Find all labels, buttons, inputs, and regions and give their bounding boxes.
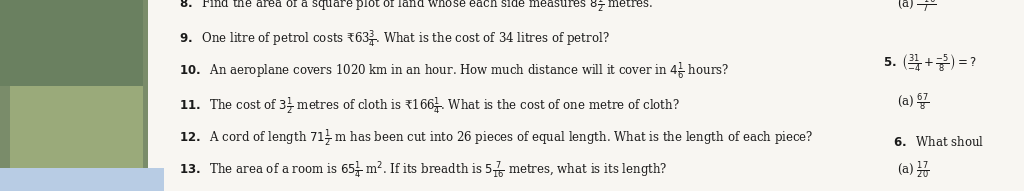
Text: (a) $\frac{17}{20}$: (a) $\frac{17}{20}$ <box>897 160 930 181</box>
FancyBboxPatch shape <box>0 0 143 86</box>
FancyBboxPatch shape <box>0 0 152 191</box>
FancyBboxPatch shape <box>148 0 1024 191</box>
Text: $\mathbf{5.}$ $\left(\frac{31}{-4}+\frac{-5}{8}\right)=?$: $\mathbf{5.}$ $\left(\frac{31}{-4}+\frac… <box>883 52 977 73</box>
Text: $\mathbf{13.}$  The area of a room is $65\frac{1}{4}$ m$^2$. If its breadth is $: $\mathbf{13.}$ The area of a room is $65… <box>179 160 668 181</box>
FancyBboxPatch shape <box>0 168 164 191</box>
Text: $\mathbf{8.}$  Find the area of a square plot of land whose each side measures $: $\mathbf{8.}$ Find the area of a square … <box>179 0 653 15</box>
Text: $\mathbf{12.}$  A cord of length $71\frac{1}{2}$ m has been cut into 26 pieces o: $\mathbf{12.}$ A cord of length $71\frac… <box>179 127 814 149</box>
Text: $\mathbf{11.}$  The cost of $3\frac{1}{2}$ metres of cloth is ₹166$\frac{1}{4}$.: $\mathbf{11.}$ The cost of $3\frac{1}{2}… <box>179 95 680 117</box>
Text: (a) $\frac{67}{8}$: (a) $\frac{67}{8}$ <box>897 91 930 113</box>
Text: $\mathbf{9.}$  One litre of petrol costs ₹63$\frac{3}{4}$. What is the cost of 3: $\mathbf{9.}$ One litre of petrol costs … <box>179 28 610 50</box>
Text: $\mathbf{6.}$  What shoul: $\mathbf{6.}$ What shoul <box>893 135 984 149</box>
Text: $\mathbf{10.}$  An aeroplane covers 1020 km in an hour. How much distance will i: $\mathbf{10.}$ An aeroplane covers 1020 … <box>179 60 729 82</box>
Text: (a) $\frac{-16}{7}$: (a) $\frac{-16}{7}$ <box>897 0 936 15</box>
FancyBboxPatch shape <box>10 86 143 191</box>
